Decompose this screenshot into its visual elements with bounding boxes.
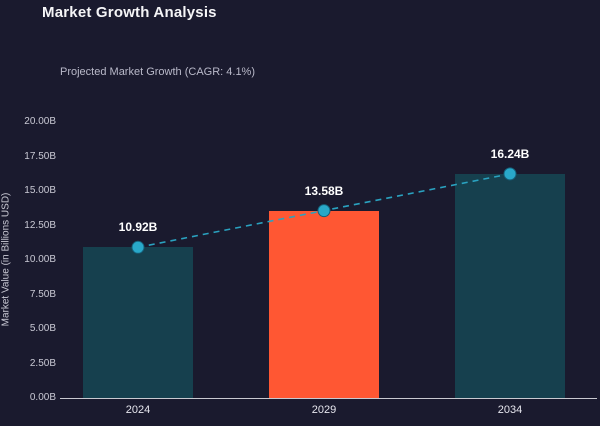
chart-title: Market Growth Analysis — [42, 4, 217, 21]
data-point-marker — [131, 240, 145, 254]
value-label: 13.58B — [304, 183, 344, 198]
x-axis-line — [60, 398, 597, 399]
value-label: 10.92B — [118, 220, 158, 235]
bar-2034 — [455, 173, 565, 398]
bar-2029 — [269, 210, 379, 398]
y-tick-label: 15.00B — [24, 185, 56, 196]
y-tick-label: 0.00B — [29, 392, 56, 403]
y-tick-label: 10.00B — [24, 254, 56, 265]
data-point-marker — [317, 204, 331, 218]
y-tick-label: 7.50B — [29, 288, 56, 300]
x-tick-label: 2029 — [311, 404, 337, 416]
y-tick-label: 17.50B — [24, 150, 56, 162]
value-label: 16.24B — [490, 146, 530, 161]
chart-subtitle: Projected Market Growth (CAGR: 4.1%) — [60, 66, 256, 78]
y-tick-label: 5.00B — [29, 323, 56, 334]
bar-2024 — [83, 247, 193, 398]
y-tick-label: 2.50B — [29, 357, 56, 369]
y-tick-label: 20.00B — [24, 116, 56, 127]
x-tick-label: 2024 — [125, 404, 151, 416]
y-tick-label: 12.50B — [24, 219, 56, 231]
data-point-marker — [503, 167, 517, 181]
x-tick-label: 2034 — [497, 404, 523, 416]
